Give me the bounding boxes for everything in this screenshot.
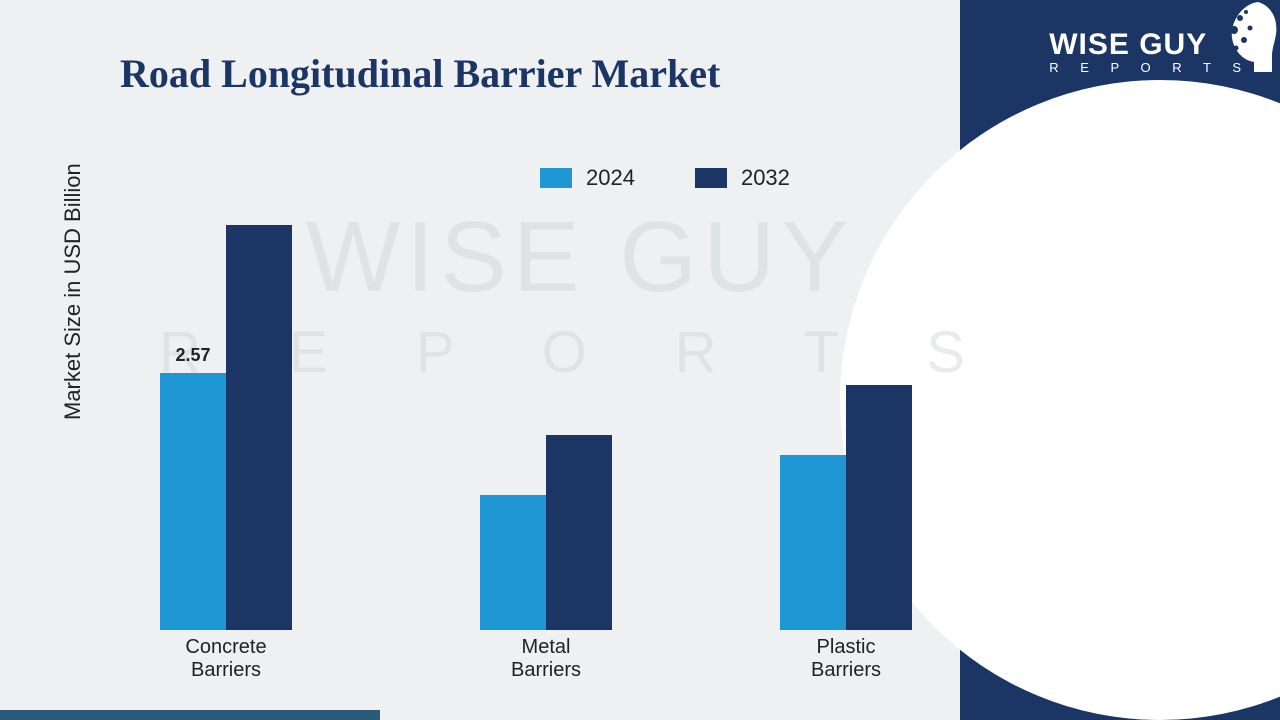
y-axis-label: Market Size in USD Billion [60,163,86,420]
bar [846,385,912,630]
category-label: MetalBarriers [466,636,626,682]
bar [226,225,292,630]
chart-title: Road Longitudinal Barrier Market [120,50,720,97]
bar [780,455,846,630]
bar-group: PlasticBarriers [780,385,912,630]
bar-group: MetalBarriers [480,435,612,630]
brand-head-icon [1220,0,1280,78]
bar-value-label: 2.57 [160,345,226,366]
infographic-canvas: WISE GUY R E P O R T S Road Longitudinal… [0,0,1280,720]
chart-plot-area: 2.57ConcreteBarriers MetalBarriers Plastic… [130,210,950,630]
bar: 2.57 [160,373,226,630]
legend-label: 2032 [741,165,790,191]
bar [546,435,612,630]
legend-swatch-icon [540,168,572,188]
legend-swatch-icon [695,168,727,188]
legend-label: 2024 [586,165,635,191]
legend-item: 2032 [695,165,790,191]
bottom-accent-bar [0,710,380,720]
bar [480,495,546,630]
category-label: PlasticBarriers [766,636,926,682]
category-label: ConcreteBarriers [146,636,306,682]
legend-item: 2024 [540,165,635,191]
bar-group: 2.57ConcreteBarriers [160,225,292,630]
chart-legend: 2024 2032 [540,165,790,191]
